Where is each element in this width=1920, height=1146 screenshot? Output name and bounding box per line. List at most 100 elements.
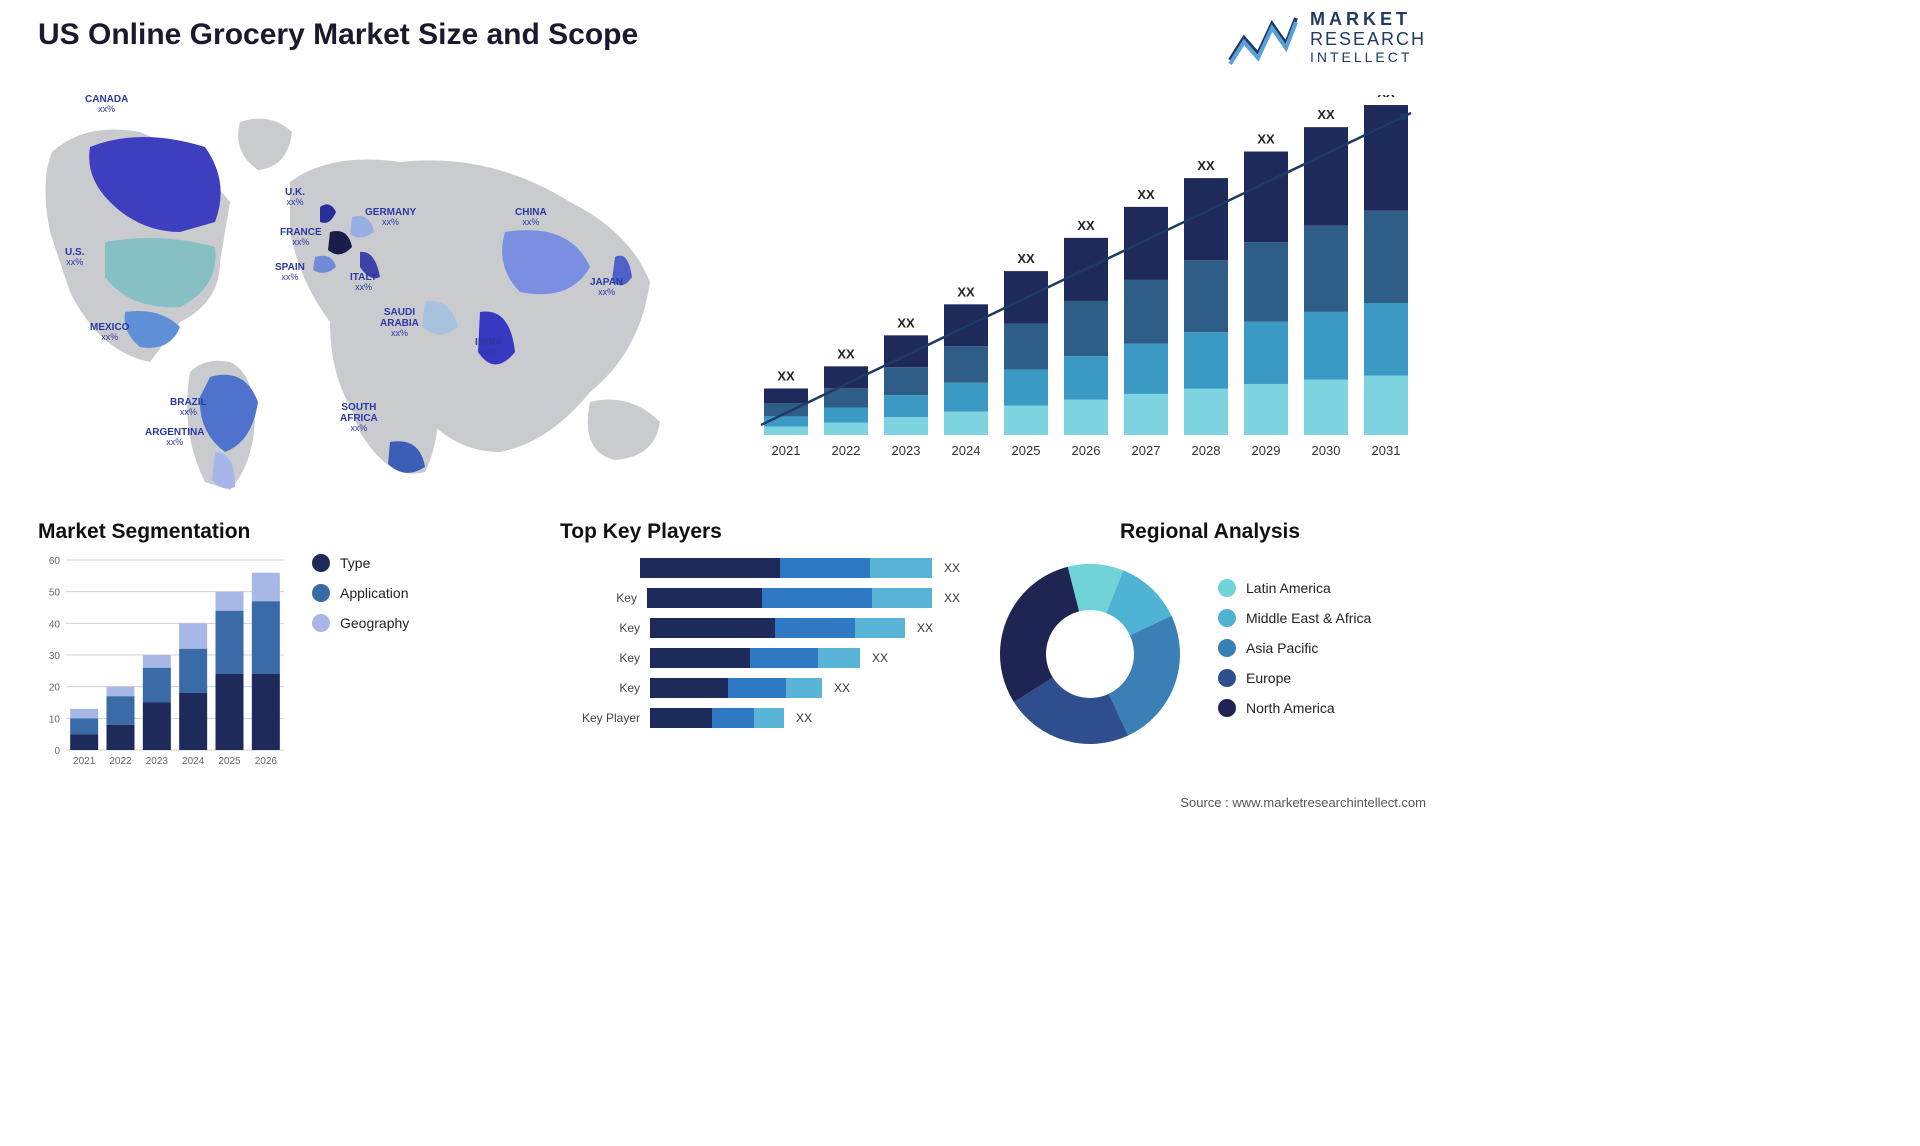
map-label-japan: JAPANxx% <box>590 277 623 298</box>
svg-text:2021: 2021 <box>73 756 96 767</box>
key-players-panel: Top Key Players XXKeyXXKeyXXKeyXXKeyXXKe… <box>560 520 960 738</box>
map-label-u-k-: U.K.xx% <box>285 187 305 208</box>
map-label-u-s-: U.S.xx% <box>65 247 84 268</box>
map-label-canada: CANADAxx% <box>85 94 128 115</box>
svg-text:2025: 2025 <box>218 756 241 767</box>
logo-text: MARKET RESEARCH INTELLECT <box>1310 10 1426 65</box>
legend-swatch <box>1218 579 1236 597</box>
svg-text:2030: 2030 <box>1312 443 1341 458</box>
legend-swatch <box>1218 609 1236 627</box>
svg-text:30: 30 <box>49 651 61 662</box>
svg-text:XX: XX <box>1077 218 1095 233</box>
regional-legend-item: Middle East & Africa <box>1218 609 1371 627</box>
brand-logo: MARKET RESEARCH INTELLECT <box>1228 10 1426 65</box>
svg-text:XX: XX <box>777 368 795 383</box>
key-player-bar-seg <box>872 588 932 608</box>
key-player-value: XX <box>944 561 960 575</box>
regional-legend-item: Europe <box>1218 669 1371 687</box>
key-player-label: Key <box>560 651 650 665</box>
svg-text:50: 50 <box>49 588 61 599</box>
key-player-row: XX <box>560 558 960 578</box>
key-player-bar <box>650 708 784 728</box>
logo-line1: MARKET <box>1310 10 1426 30</box>
legend-swatch <box>1218 699 1236 717</box>
key-players-heading: Top Key Players <box>560 520 960 544</box>
segmentation-legend-item: Type <box>312 554 409 572</box>
key-player-row: Key Player XX <box>560 708 960 728</box>
key-player-bar <box>647 588 932 608</box>
svg-text:20: 20 <box>49 683 61 694</box>
svg-text:0: 0 <box>54 746 60 757</box>
legend-label: North America <box>1246 700 1335 716</box>
key-player-bar-seg <box>754 708 784 728</box>
regional-legend-item: North America <box>1218 699 1371 717</box>
legend-swatch <box>312 584 330 602</box>
key-player-label: Key Player <box>560 711 650 725</box>
regional-legend-item: Asia Pacific <box>1218 639 1371 657</box>
regional-heading: Regional Analysis <box>990 520 1430 544</box>
map-label-south-africa: SOUTHAFRICAxx% <box>340 402 378 434</box>
legend-label: Geography <box>340 615 409 631</box>
svg-text:XX: XX <box>1137 187 1155 202</box>
key-player-bar-seg <box>818 648 860 668</box>
map-label-china: CHINAxx% <box>515 207 547 228</box>
key-player-bar-seg <box>728 678 786 698</box>
key-player-row: Key XX <box>560 618 960 638</box>
growth-chart-svg: XX2021XX2022XX2023XX2024XX2025XX2026XX20… <box>746 95 1426 475</box>
legend-label: Europe <box>1246 670 1291 686</box>
key-player-bar-seg <box>775 618 855 638</box>
key-player-bar-seg <box>650 648 750 668</box>
svg-text:2025: 2025 <box>1012 443 1041 458</box>
key-player-value: XX <box>872 651 888 665</box>
segmentation-legend-item: Application <box>312 584 409 602</box>
svg-text:XX: XX <box>1377 95 1395 100</box>
key-player-bar <box>640 558 932 578</box>
key-player-bar-seg <box>750 648 818 668</box>
regional-panel: Regional Analysis Latin America Middle Ea… <box>990 520 1430 754</box>
key-player-bar-seg <box>650 708 712 728</box>
key-player-bar-seg <box>650 678 728 698</box>
key-player-value: XX <box>796 711 812 725</box>
key-player-bar-seg <box>855 618 905 638</box>
svg-text:2023: 2023 <box>146 756 169 767</box>
map-label-spain: SPAINxx% <box>275 262 305 283</box>
key-player-value: XX <box>917 621 933 635</box>
segmentation-legend-item: Geography <box>312 614 409 632</box>
key-player-value: XX <box>944 591 960 605</box>
key-player-bar-seg <box>640 558 780 578</box>
legend-label: Middle East & Africa <box>1246 610 1371 626</box>
key-player-bar-seg <box>647 588 762 608</box>
legend-swatch <box>1218 639 1236 657</box>
legend-swatch <box>1218 669 1236 687</box>
svg-text:2028: 2028 <box>1192 443 1221 458</box>
svg-text:2026: 2026 <box>255 756 278 767</box>
regional-legend: Latin America Middle East & Africa Asia Pa… <box>1218 579 1371 729</box>
key-player-label: Key <box>560 621 650 635</box>
legend-swatch <box>312 614 330 632</box>
map-label-italy: ITALYxx% <box>350 272 377 293</box>
svg-text:XX: XX <box>1017 251 1035 266</box>
segmentation-panel: Market Segmentation 01020304050602021202… <box>38 520 468 774</box>
key-player-bar <box>650 648 860 668</box>
logo-line2: RESEARCH <box>1310 30 1426 50</box>
map-label-mexico: MEXICOxx% <box>90 322 129 343</box>
key-player-bar-seg <box>786 678 822 698</box>
legend-label: Asia Pacific <box>1246 640 1318 656</box>
map-label-germany: GERMANYxx% <box>365 207 416 228</box>
legend-label: Latin America <box>1246 580 1331 596</box>
svg-text:XX: XX <box>897 315 915 330</box>
svg-text:XX: XX <box>1257 132 1275 147</box>
key-player-row: Key XX <box>560 648 960 668</box>
page-title: US Online Grocery Market Size and Scope <box>38 18 638 52</box>
regional-legend-item: Latin America <box>1218 579 1371 597</box>
key-player-bar <box>650 618 905 638</box>
map-label-france: FRANCExx% <box>280 227 322 248</box>
key-player-bar-seg <box>762 588 872 608</box>
svg-text:10: 10 <box>49 714 61 725</box>
logo-icon <box>1228 10 1298 65</box>
svg-text:2029: 2029 <box>1252 443 1281 458</box>
key-player-value: XX <box>834 681 850 695</box>
svg-text:40: 40 <box>49 619 61 630</box>
svg-text:2027: 2027 <box>1132 443 1161 458</box>
segmentation-chart: 0102030405060202120222023202420252026 <box>38 554 288 774</box>
